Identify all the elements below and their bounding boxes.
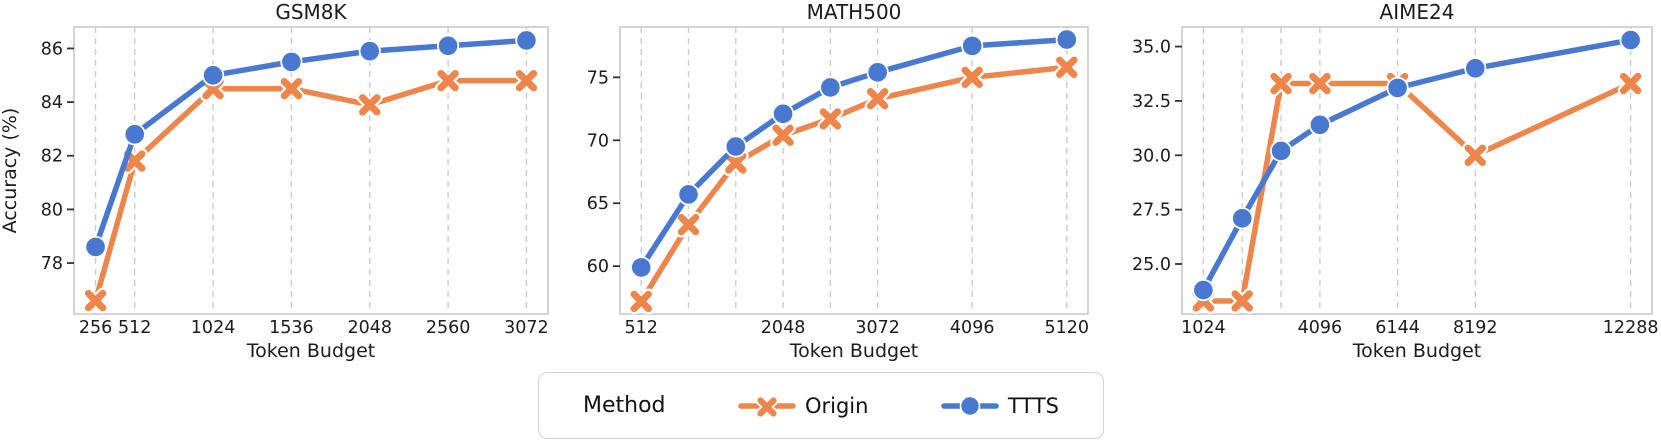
x-tick-label: 1024	[1181, 318, 1226, 338]
x-marker-icon	[1619, 72, 1642, 95]
x-marker-icon	[515, 69, 538, 92]
circle-marker-icon	[819, 76, 842, 99]
y-tick-label: 65	[587, 194, 609, 214]
x-marker-icon	[772, 124, 794, 146]
x-marker-icon	[819, 108, 842, 130]
legend-item-origin: Origin	[738, 393, 868, 419]
x-marker-icon	[1309, 72, 1331, 95]
legend: Method Origin TTTS	[538, 372, 1104, 439]
circle-marker-icon	[515, 29, 538, 52]
y-tick-label: 27.5	[1132, 201, 1171, 221]
circle-marker-icon	[1269, 139, 1293, 163]
x-tick-label: 1536	[269, 318, 314, 338]
x-tick-label: 3072	[504, 318, 549, 338]
y-tick-label: 86	[41, 39, 63, 59]
y-tick-label: 78	[41, 254, 63, 274]
plot-area	[1182, 27, 1652, 314]
plot-area	[74, 27, 548, 314]
x-marker-icon	[677, 213, 700, 236]
circle-marker-icon	[280, 50, 303, 73]
x-marker-icon	[961, 66, 983, 89]
chart-aime24: 25.0 27.5 30.0 32.5 35.0 1024 4096 6144 8192 1228…	[1132, 0, 1658, 362]
circle-marker-icon	[123, 123, 146, 146]
x-tick-label: 512	[625, 318, 658, 338]
x-marker-icon	[1270, 72, 1292, 95]
y-tick-label: 80	[41, 200, 63, 220]
x-marker-icon	[866, 88, 889, 110]
circle-marker-icon	[1231, 207, 1254, 230]
origin-marker-icon	[738, 395, 796, 418]
circle-marker-icon	[961, 34, 984, 57]
legend-title: Method	[583, 393, 666, 418]
x-axis-label: Token Budget	[789, 340, 918, 362]
circle-marker-icon	[1619, 28, 1642, 52]
circle-marker-icon	[1464, 57, 1487, 80]
circle-marker-icon	[1386, 76, 1409, 99]
y-tick-label: 82	[41, 147, 63, 167]
x-tick-label: 12288	[1603, 318, 1659, 338]
x-marker-icon	[1056, 56, 1078, 78]
x-tick-label: 256	[79, 318, 112, 338]
x-tick-label: 3072	[855, 318, 900, 338]
x-tick-label: 8192	[1453, 318, 1498, 338]
circle-marker-icon	[1055, 28, 1078, 51]
x-tick-label: 2048	[347, 318, 392, 338]
plot-border	[619, 26, 1089, 315]
circle-marker-icon	[630, 256, 653, 279]
circle-marker-icon	[771, 102, 795, 125]
circle-marker-icon	[1308, 113, 1331, 136]
circle-marker-icon	[724, 135, 747, 158]
ttts-marker-icon	[941, 395, 999, 416]
y-tick-label: 84	[41, 93, 63, 113]
chart-gsm8k: 78 80 82 84 86 256 512 1024 1536 2048 2560 3072 GSM8…	[0, 0, 549, 362]
x-marker-icon	[1464, 144, 1486, 166]
x-tick-label: 2048	[761, 318, 806, 338]
circle-marker-icon	[84, 235, 107, 259]
x-marker-icon	[630, 290, 652, 313]
chart-title: AIME24	[1380, 0, 1455, 24]
circle-marker-icon	[436, 34, 460, 57]
x-tick-label: 4096	[950, 318, 995, 338]
y-tick-label: 70	[587, 131, 609, 151]
circle-marker-icon	[1192, 278, 1215, 302]
plot-border	[73, 26, 549, 315]
x-tick-label: 1024	[191, 318, 236, 338]
chart-math500: 60 65 70 75 512 2048 3072 4096 5120 MATH500 Token …	[587, 0, 1089, 362]
x-marker-icon	[280, 77, 303, 100]
x-marker-icon	[757, 396, 777, 417]
y-tick-label: 60	[587, 257, 609, 277]
x-marker-icon	[1231, 290, 1253, 312]
y-tick-label: 30.0	[1132, 146, 1171, 166]
y-axis-label: Accuracy (%)	[0, 108, 21, 234]
series-line-ttts	[638, 36, 1070, 271]
y-tick-label: 35.0	[1132, 38, 1171, 58]
legend-label-origin: Origin	[804, 393, 869, 418]
x-tick-label: 2560	[426, 318, 471, 338]
legend-item-ttts: TTTS	[941, 393, 1059, 419]
x-tick-label: 6144	[1375, 318, 1420, 338]
x-tick-label: 5120	[1044, 318, 1089, 338]
x-marker-icon	[359, 94, 381, 116]
x-tick-label: 512	[118, 318, 151, 338]
circle-marker-icon	[959, 395, 981, 416]
circle-marker-icon	[358, 40, 381, 63]
legend-label-ttts: TTTS	[1007, 393, 1059, 418]
y-tick-label: 75	[587, 68, 609, 88]
circle-marker-icon	[201, 64, 225, 87]
x-tick-label: 4096	[1298, 318, 1343, 338]
x-marker-icon	[725, 152, 747, 174]
x-axis-label: Token Budget	[1352, 340, 1481, 362]
x-axis-label: Token Budget	[246, 340, 375, 362]
circle-marker-icon	[677, 183, 700, 206]
y-tick-label: 25.0	[1132, 255, 1171, 275]
circle-marker-icon	[866, 61, 889, 84]
y-tick-label: 32.5	[1132, 92, 1171, 112]
chart-title: GSM8K	[275, 0, 347, 24]
chart-title: MATH500	[807, 0, 902, 24]
x-marker-icon	[84, 289, 107, 312]
plot-border	[1181, 26, 1653, 315]
x-marker-icon	[437, 69, 459, 92]
